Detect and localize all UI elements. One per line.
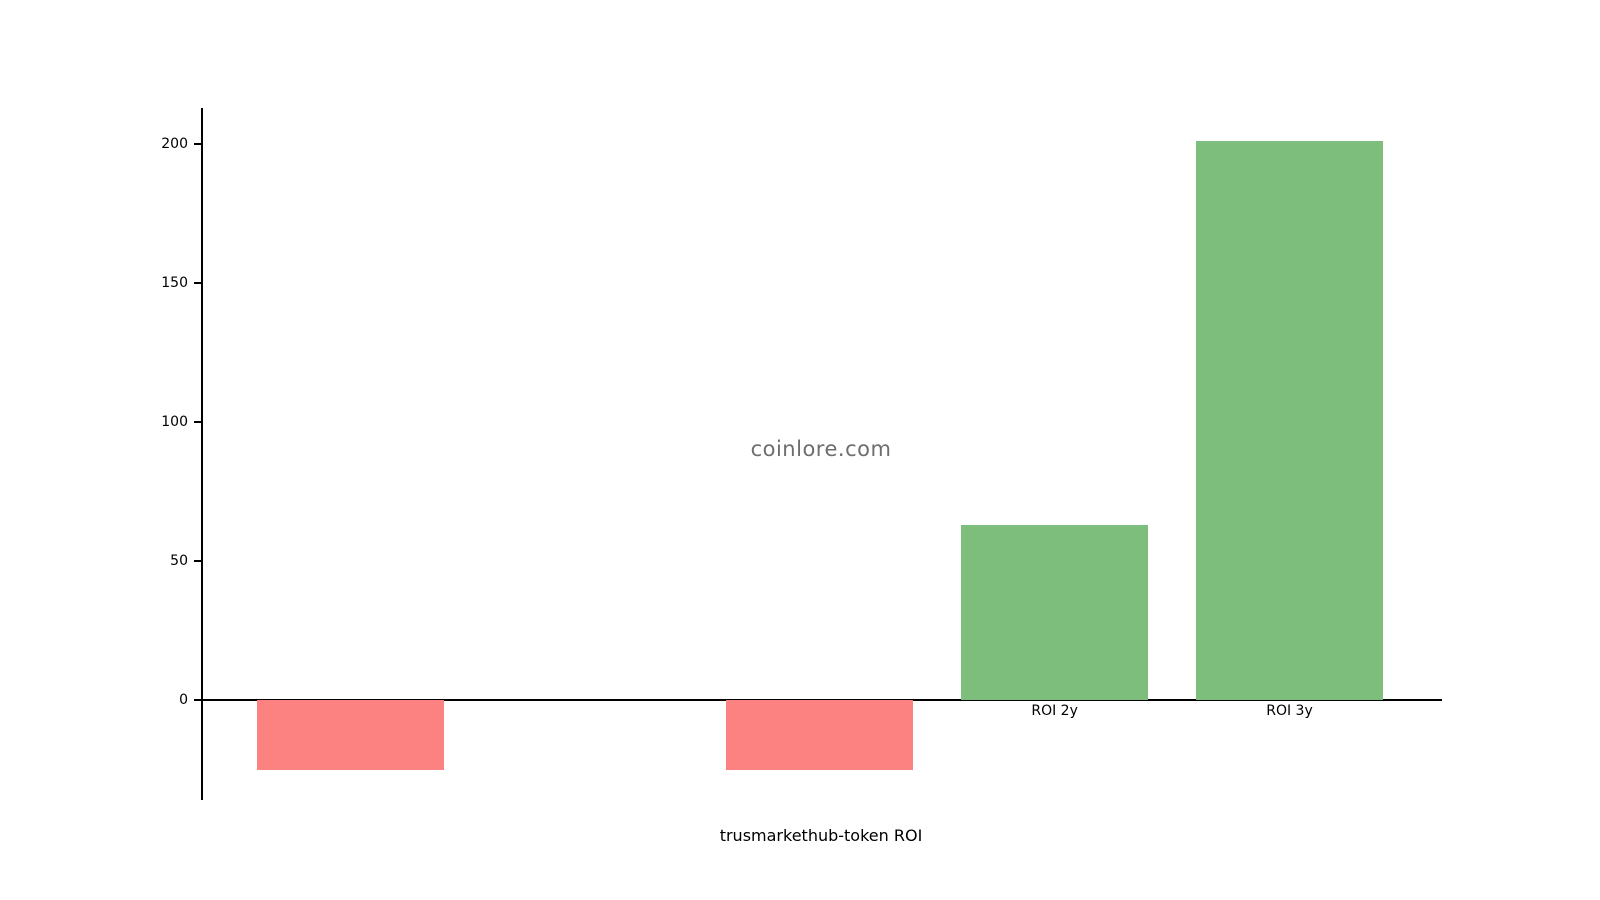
y-tick-label: 200 bbox=[161, 136, 188, 152]
x-axis-zero-line bbox=[200, 699, 1442, 701]
bar-roi-2y bbox=[961, 524, 1149, 700]
x-axis-label-roi-2y: ROI 2y bbox=[1031, 703, 1078, 719]
y-tick-mark bbox=[194, 421, 201, 423]
y-axis-line bbox=[201, 108, 203, 800]
watermark-text: coinlore.com bbox=[750, 437, 892, 461]
bar-slot-1 bbox=[256, 700, 444, 770]
y-tick-label: 100 bbox=[161, 414, 188, 430]
y-tick-label: 150 bbox=[161, 275, 188, 291]
y-tick-label: 50 bbox=[170, 553, 188, 569]
y-tick-mark bbox=[194, 282, 201, 284]
y-tick-label: 0 bbox=[179, 692, 188, 708]
bar-slot-3 bbox=[726, 700, 914, 770]
chart-title: trusmarkethub-token ROI bbox=[719, 826, 923, 845]
y-tick-mark bbox=[194, 560, 201, 562]
x-axis-label-roi-3y: ROI 3y bbox=[1266, 703, 1313, 719]
y-tick-mark bbox=[194, 699, 201, 701]
y-tick-mark bbox=[194, 143, 201, 145]
bar-roi-3y bbox=[1196, 141, 1383, 700]
